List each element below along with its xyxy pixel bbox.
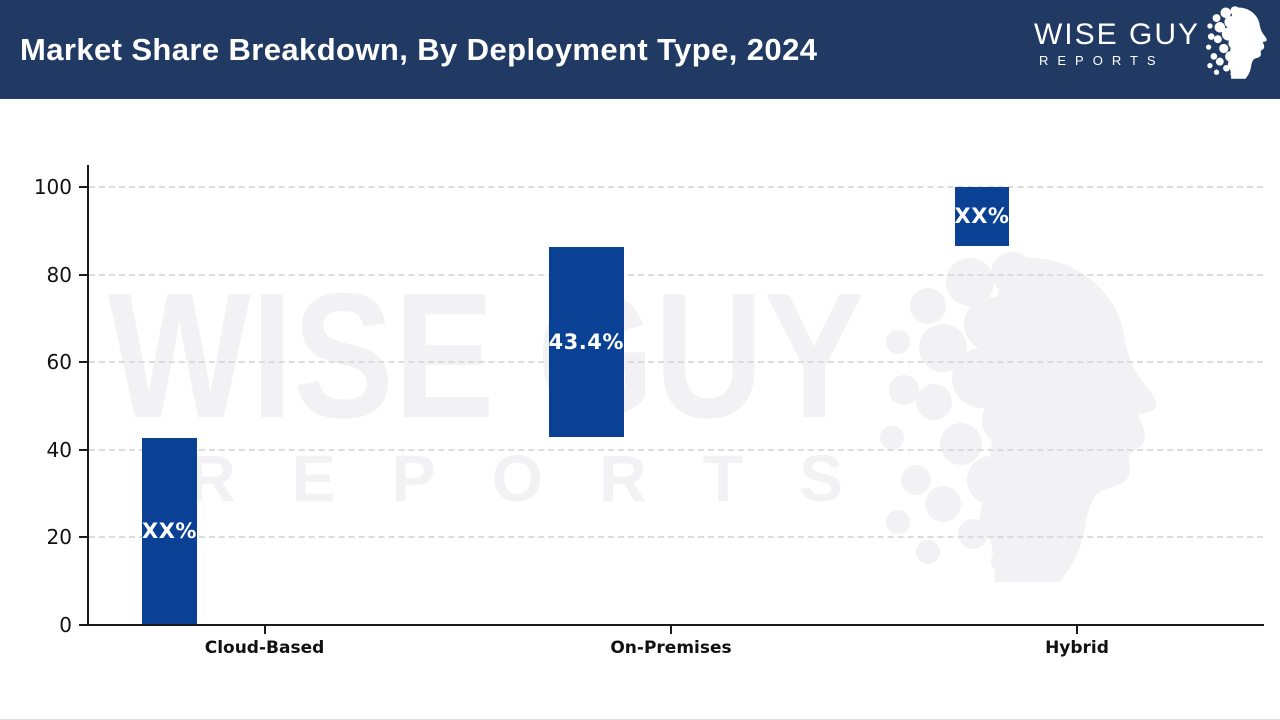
watermark-head-icon [880,252,1157,582]
y-tick-mark [79,273,87,276]
logo-text: WISE GUY REPORTS [1034,18,1200,68]
gridline-80 [89,273,1263,276]
y-tick-mark [79,361,87,364]
bar-value-label: XX% [142,519,197,544]
gridline-40 [89,448,1263,451]
logo-subtitle: REPORTS [1038,52,1165,68]
x-category-label: On-Premises [610,638,732,658]
x-category-label: Cloud-Based [204,638,325,658]
wiseguy-logo: WISE GUY REPORTS [1034,6,1268,79]
bar-on-premises: 43.4% [548,247,624,438]
page-title: Market Share Breakdown, By Deployment Ty… [20,31,818,67]
x-category-label: Hybrid [1045,638,1109,658]
header: Market Share Breakdown, By Deployment Ty… [0,0,1280,99]
bar-cloud-based: XX% [142,437,197,625]
x-axis-line [87,624,1264,626]
gridline-60 [89,361,1263,364]
y-tick-label: 100 [33,175,72,199]
y-tick-label: 20 [46,525,72,550]
gridline-20 [89,536,1263,539]
logo-wordmark: WISE GUY [1033,17,1200,51]
y-tick-mark [79,624,87,626]
y-tick-label: 60 [46,350,72,375]
bar-hybrid: XX% [954,187,1010,246]
chart-plot-area: 0 20 40 60 80 100 XX% Cloud-Based 43.4% On-Premis… [0,99,1280,719]
x-tick-mark [263,626,266,634]
bar-value-label: XX% [954,204,1010,229]
y-tick-label: 40 [46,437,72,462]
y-tick-label: 80 [46,262,72,287]
y-tick-mark [79,448,87,451]
watermark-subtitle: REPORTS [188,441,900,515]
bar-value-label: 43.4% [548,330,624,355]
y-tick-mark [79,186,87,188]
gridline-100 [89,186,1263,188]
watermark-wordmark: WISE GUY [108,256,865,455]
y-axis-line [87,165,89,626]
x-tick-mark [670,626,672,634]
y-tick-label: 0 [59,613,72,637]
y-tick-mark [79,536,87,539]
x-tick-mark [1076,626,1078,634]
wiseguy-head-icon [1205,6,1267,79]
